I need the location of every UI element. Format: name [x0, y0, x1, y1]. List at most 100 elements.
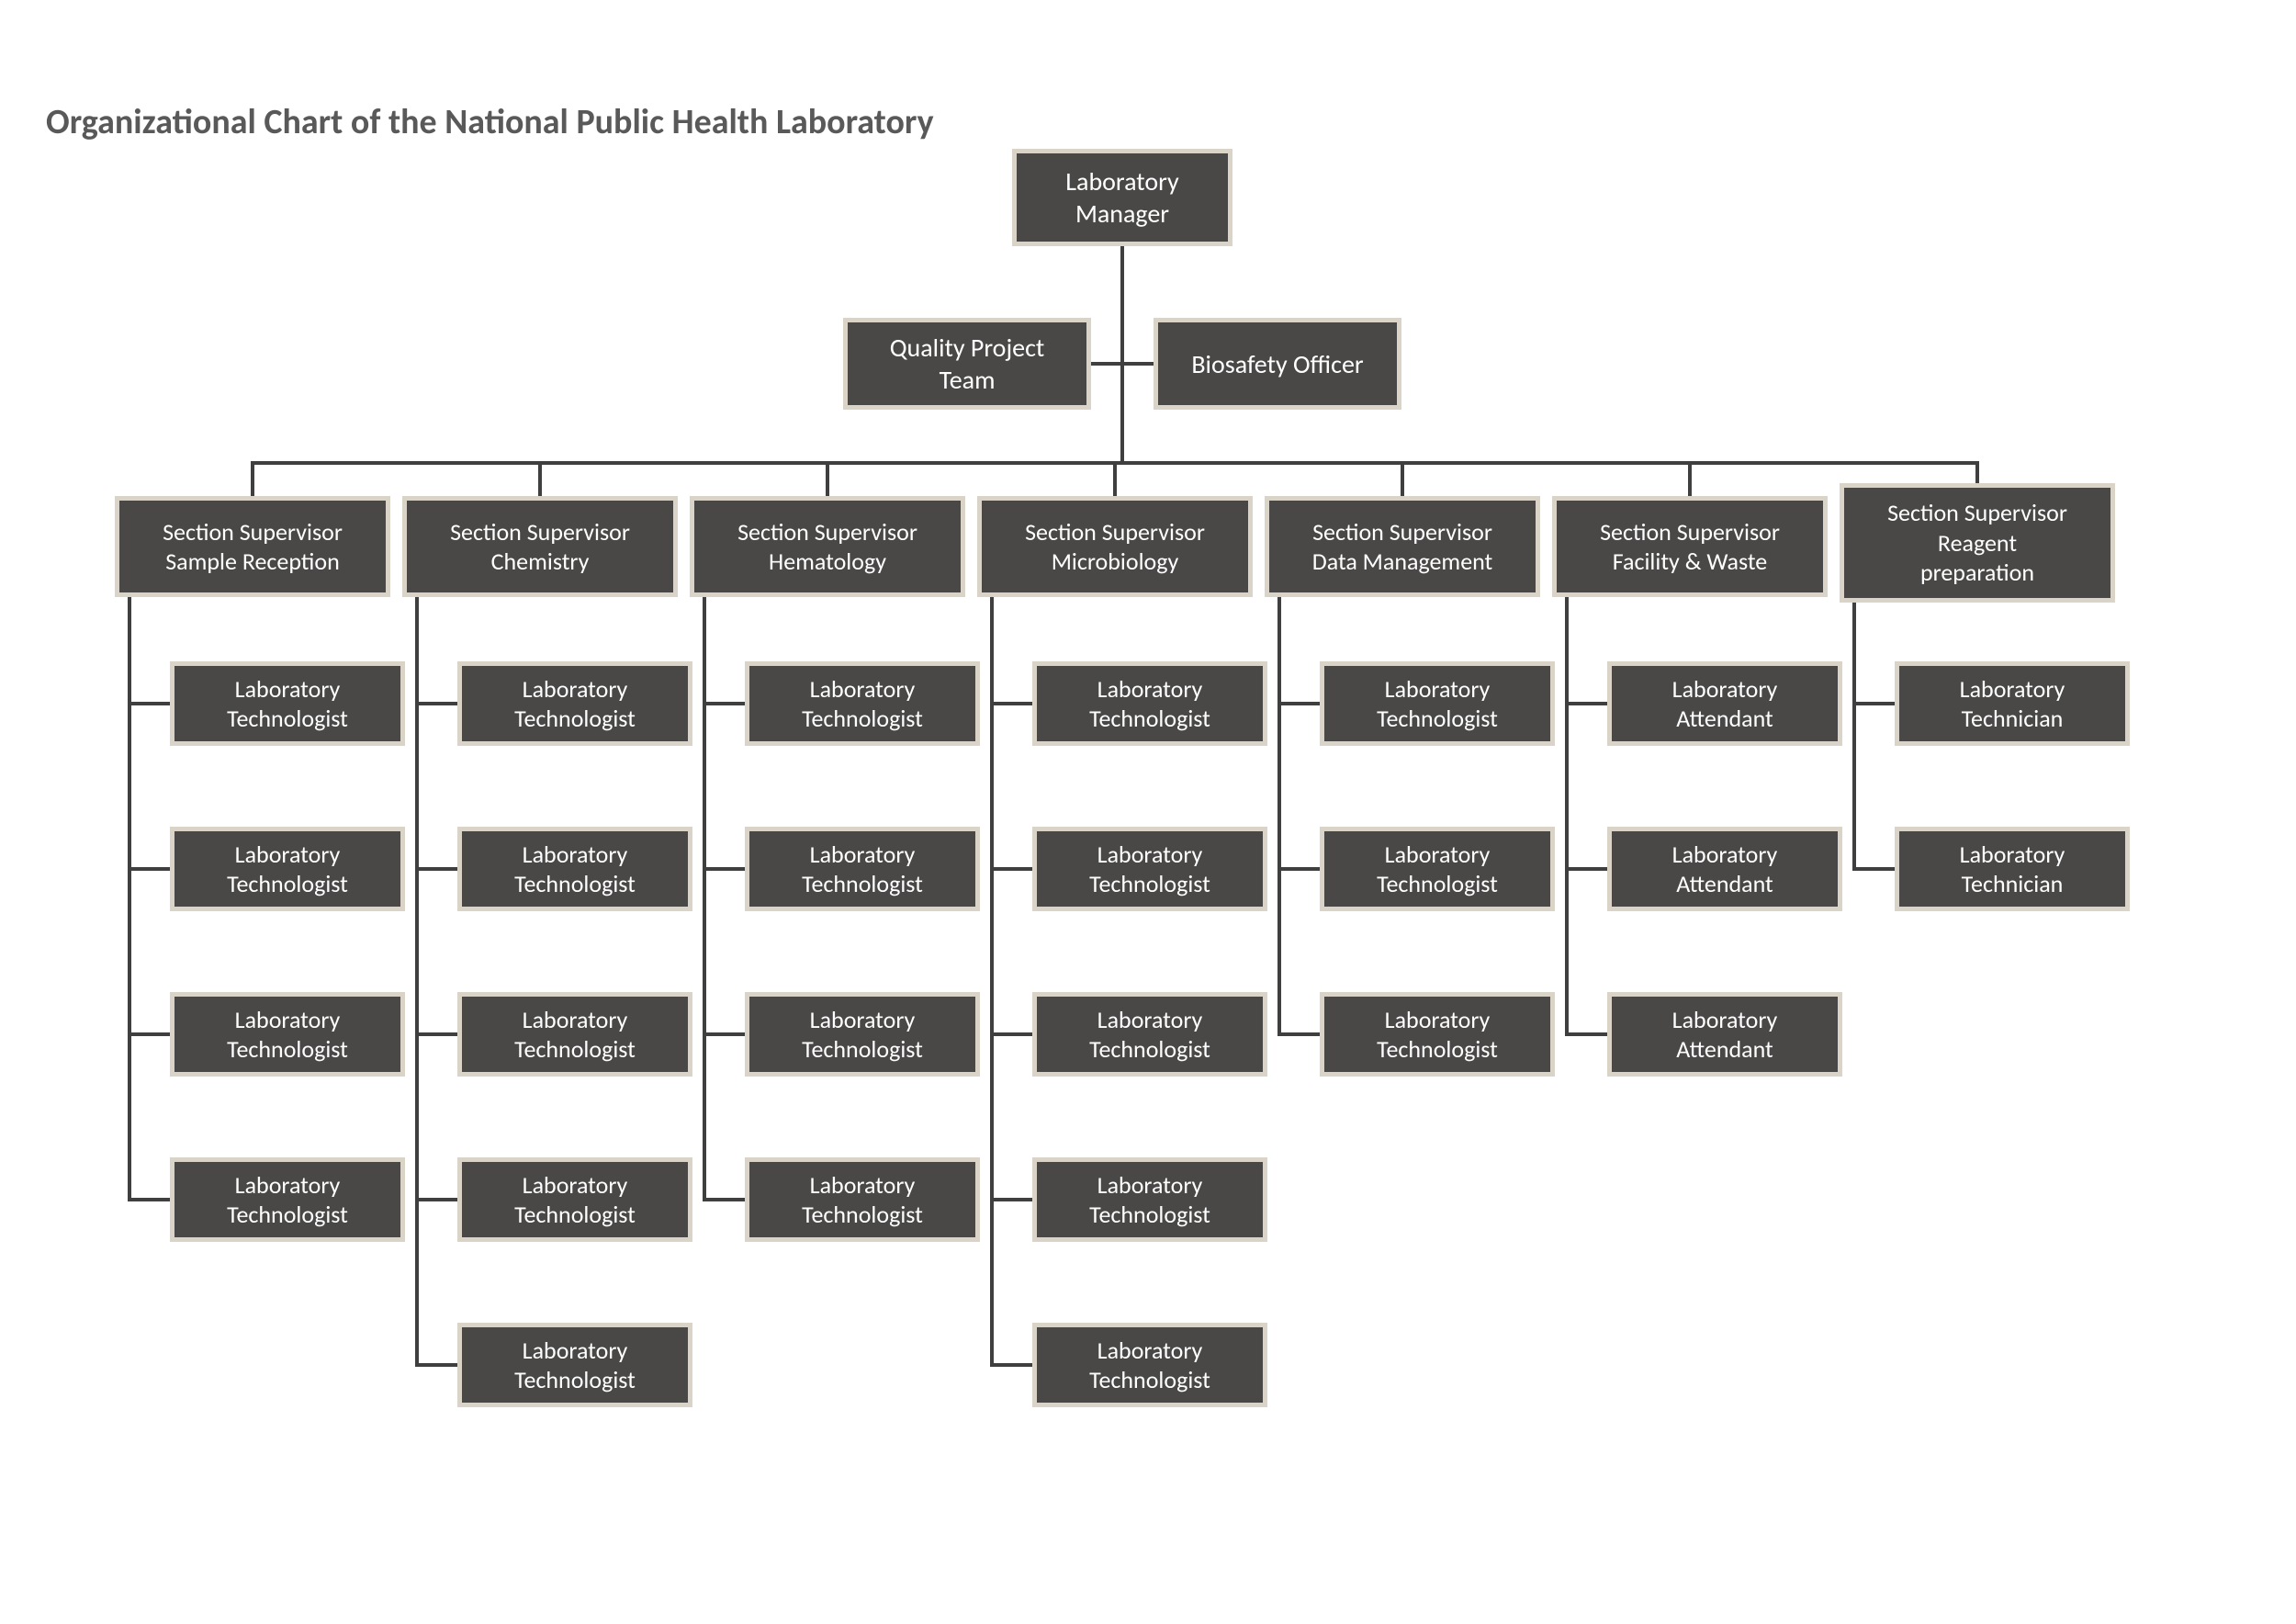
node-child-2-1: LaboratoryTechnologist — [745, 827, 980, 911]
node-child-5-1: LaboratoryAttendant — [1607, 827, 1842, 911]
node-child-1-1: LaboratoryTechnologist — [457, 827, 692, 911]
connector — [128, 597, 131, 1201]
node-label: Microbiology — [1052, 547, 1179, 577]
node-label: Section Supervisor — [163, 517, 343, 547]
node-child-0-3: LaboratoryTechnologist — [170, 1157, 405, 1242]
node-quality-project-team: Quality ProjectTeam — [843, 318, 1091, 410]
node-child-4-2: LaboratoryTechnologist — [1320, 992, 1555, 1077]
node-label: Laboratory — [810, 840, 916, 870]
node-label: Section Supervisor — [450, 517, 630, 547]
connector — [1852, 702, 1895, 705]
node-label: Attendant — [1676, 869, 1773, 899]
node-label: Technologist — [1089, 1200, 1210, 1230]
node-child-1-2: LaboratoryTechnologist — [457, 992, 692, 1077]
node-label: Laboratory — [523, 1005, 628, 1035]
node-label: Laboratory — [1097, 1336, 1203, 1366]
connector — [128, 1032, 170, 1036]
connector — [1565, 1032, 1607, 1036]
node-supervisor-6: Section SupervisorReagentpreparation — [1840, 483, 2115, 603]
node-label: Laboratory — [1097, 674, 1203, 705]
connector — [128, 702, 170, 705]
node-child-3-0: LaboratoryTechnologist — [1032, 661, 1267, 746]
node-label: Technologist — [514, 1365, 636, 1395]
connector — [1565, 597, 1569, 1036]
node-label: Section Supervisor — [737, 517, 917, 547]
node-label: Technologist — [1089, 869, 1210, 899]
node-label: preparation — [1920, 558, 2034, 588]
node-child-4-0: LaboratoryTechnologist — [1320, 661, 1555, 746]
node-child-1-3: LaboratoryTechnologist — [457, 1157, 692, 1242]
connector — [826, 461, 829, 496]
node-label: Technologist — [1089, 704, 1210, 734]
connector — [415, 597, 419, 1367]
node-label: Section Supervisor — [1025, 517, 1205, 547]
node-child-2-0: LaboratoryTechnologist — [745, 661, 980, 746]
node-label: Technician — [1962, 869, 2064, 899]
connector — [128, 867, 170, 871]
node-supervisor-0: Section SupervisorSample Reception — [115, 496, 390, 597]
node-label: Technologist — [1089, 1365, 1210, 1395]
connector — [703, 702, 745, 705]
node-label: Laboratory — [1960, 840, 2065, 870]
connector — [1091, 362, 1154, 366]
node-label: Data Management — [1312, 547, 1493, 577]
connector — [415, 1198, 457, 1201]
connector — [703, 1198, 745, 1201]
connector — [1401, 461, 1404, 496]
node-label: Technologist — [227, 1034, 348, 1065]
node-label: Technologist — [802, 1200, 923, 1230]
node-child-6-0: LaboratoryTechnician — [1895, 661, 2130, 746]
node-label: Laboratory — [235, 674, 341, 705]
connector — [990, 597, 994, 1367]
node-label: Laboratory — [523, 1336, 628, 1366]
node-label: Technician — [1962, 704, 2064, 734]
node-supervisor-1: Section SupervisorChemistry — [402, 496, 678, 597]
node-child-0-1: LaboratoryTechnologist — [170, 827, 405, 911]
connector — [1688, 461, 1692, 496]
node-label: Section Supervisor — [1312, 517, 1492, 547]
connector — [1113, 461, 1117, 496]
node-supervisor-2: Section SupervisorHematology — [690, 496, 965, 597]
connector — [415, 702, 457, 705]
connector — [1565, 702, 1607, 705]
connector — [1852, 867, 1895, 871]
connector — [990, 867, 1032, 871]
node-label: Laboratory — [1385, 840, 1491, 870]
connector — [1852, 603, 1856, 871]
connector — [990, 1032, 1032, 1036]
node-child-5-2: LaboratoryAttendant — [1607, 992, 1842, 1077]
node-child-3-4: LaboratoryTechnologist — [1032, 1323, 1267, 1407]
connector — [703, 1032, 745, 1036]
connector — [990, 1198, 1032, 1201]
node-label: Facility & Waste — [1613, 547, 1768, 577]
node-label: Laboratory — [1097, 840, 1203, 870]
org-chart-page: Organizational Chart of the National Pub… — [0, 0, 2296, 1624]
node-laboratory-manager: LaboratoryManager — [1012, 149, 1232, 246]
node-label: Laboratory — [523, 674, 628, 705]
node-child-3-2: LaboratoryTechnologist — [1032, 992, 1267, 1077]
connector — [1277, 867, 1320, 871]
node-label: Laboratory — [1097, 1005, 1203, 1035]
connector — [538, 461, 542, 496]
node-label: Sample Reception — [165, 547, 340, 577]
node-child-1-0: LaboratoryTechnologist — [457, 661, 692, 746]
node-label: Laboratory — [1672, 840, 1778, 870]
node-label: Laboratory — [1097, 1170, 1203, 1201]
connector — [128, 1198, 170, 1201]
connector — [990, 702, 1032, 705]
connector — [415, 867, 457, 871]
connector — [1975, 461, 1979, 483]
node-child-0-2: LaboratoryTechnologist — [170, 992, 405, 1077]
node-child-4-1: LaboratoryTechnologist — [1320, 827, 1555, 911]
node-child-3-1: LaboratoryTechnologist — [1032, 827, 1267, 911]
node-label: Quality Project — [890, 332, 1045, 364]
node-label: Technologist — [227, 869, 348, 899]
node-child-0-0: LaboratoryTechnologist — [170, 661, 405, 746]
node-label: Technologist — [1089, 1034, 1210, 1065]
node-child-6-1: LaboratoryTechnician — [1895, 827, 2130, 911]
connector — [990, 1363, 1032, 1367]
connector — [251, 461, 254, 496]
node-child-5-0: LaboratoryAttendant — [1607, 661, 1842, 746]
node-label: Technologist — [227, 1200, 348, 1230]
connector — [1277, 597, 1281, 1036]
